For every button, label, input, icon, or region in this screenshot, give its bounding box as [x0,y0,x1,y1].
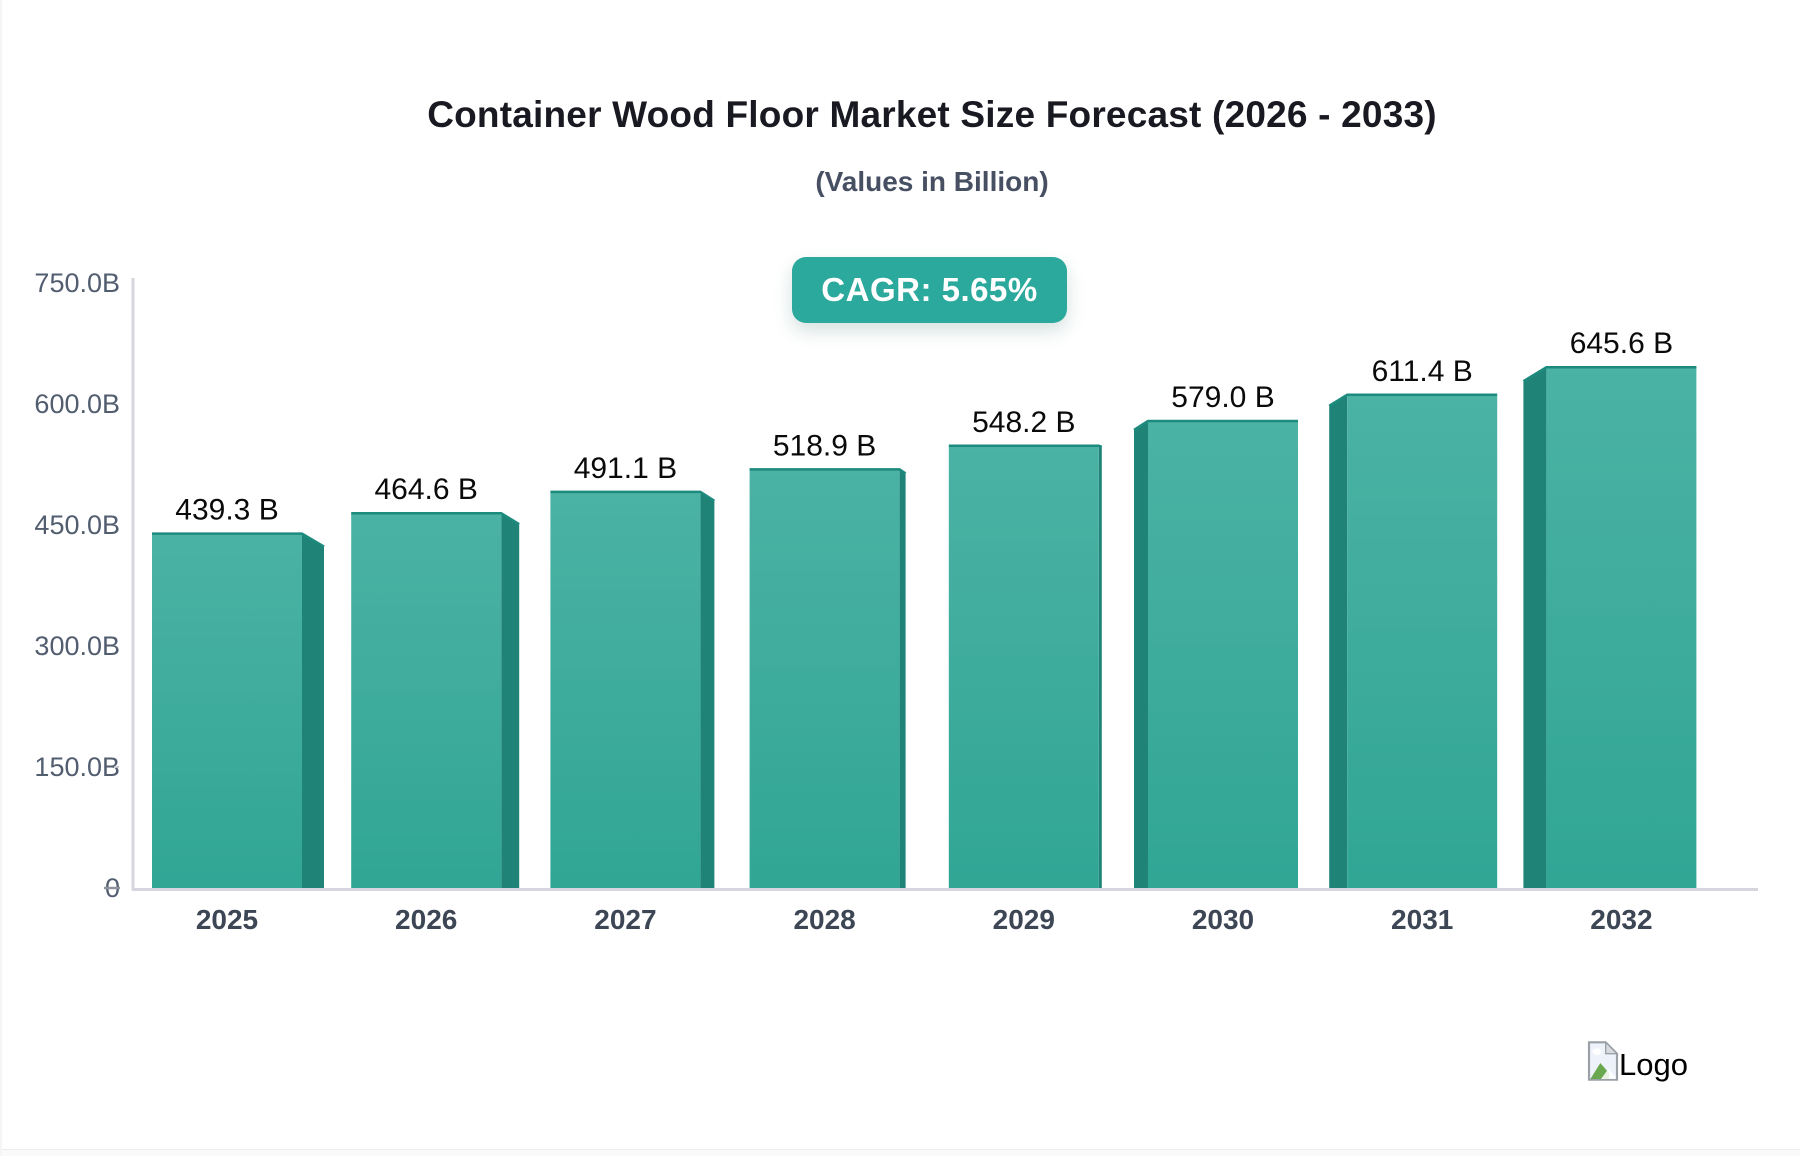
x-tick-label: 2027 [594,904,656,935]
bar-2028[interactable] [749,468,907,888]
value-label: 439.3 B [175,494,278,527]
cagr-badge: CAGR: 5.65% [792,257,1067,323]
x-tick-label: 2030 [1192,904,1254,935]
x-tick-label: 2026 [395,904,457,935]
y-tick-label: 600.0B [34,389,120,419]
bar-2027[interactable] [550,490,716,888]
value-label: 491.1 B [574,452,677,485]
bar-2032[interactable] [1522,365,1697,888]
chart-title: Container Wood Floor Market Size Forecas… [427,94,1437,135]
bar-2030[interactable] [1133,419,1298,888]
broken-image-icon [1587,1040,1619,1081]
value-label: 518.9 B [773,429,876,462]
cagr-badge-label: CAGR: 5.65% [821,271,1038,308]
bar-2029[interactable] [948,444,1103,888]
x-tick-label: 2029 [993,904,1055,935]
y-tick-label: 300.0B [34,631,120,661]
x-tick-label: 2028 [793,904,855,935]
value-label: 579.0 B [1171,381,1274,414]
x-tick-label: 2031 [1391,904,1453,935]
bar-2026[interactable] [351,511,520,888]
x-tick-label: 2025 [196,904,258,935]
bar-2025[interactable] [152,532,325,888]
x-tick-label: 2032 [1590,904,1652,935]
logo-text: Logo [1619,1047,1688,1083]
logo-placeholder: Logo [1587,1036,1688,1082]
y-tick-label: 450.0B [34,510,120,540]
y-tick-label: 750.0B [34,268,120,298]
chart-subtitle: (Values in Billion) [815,166,1049,197]
value-label: 464.6 B [374,473,477,506]
page-bottom-edge [2,1149,1800,1156]
value-label: 645.6 B [1570,327,1673,360]
y-tick-label: 150.0B [34,752,120,782]
bar-2031[interactable] [1328,393,1498,888]
value-label: 548.2 B [972,406,1075,439]
value-label: 611.4 B [1372,355,1473,388]
